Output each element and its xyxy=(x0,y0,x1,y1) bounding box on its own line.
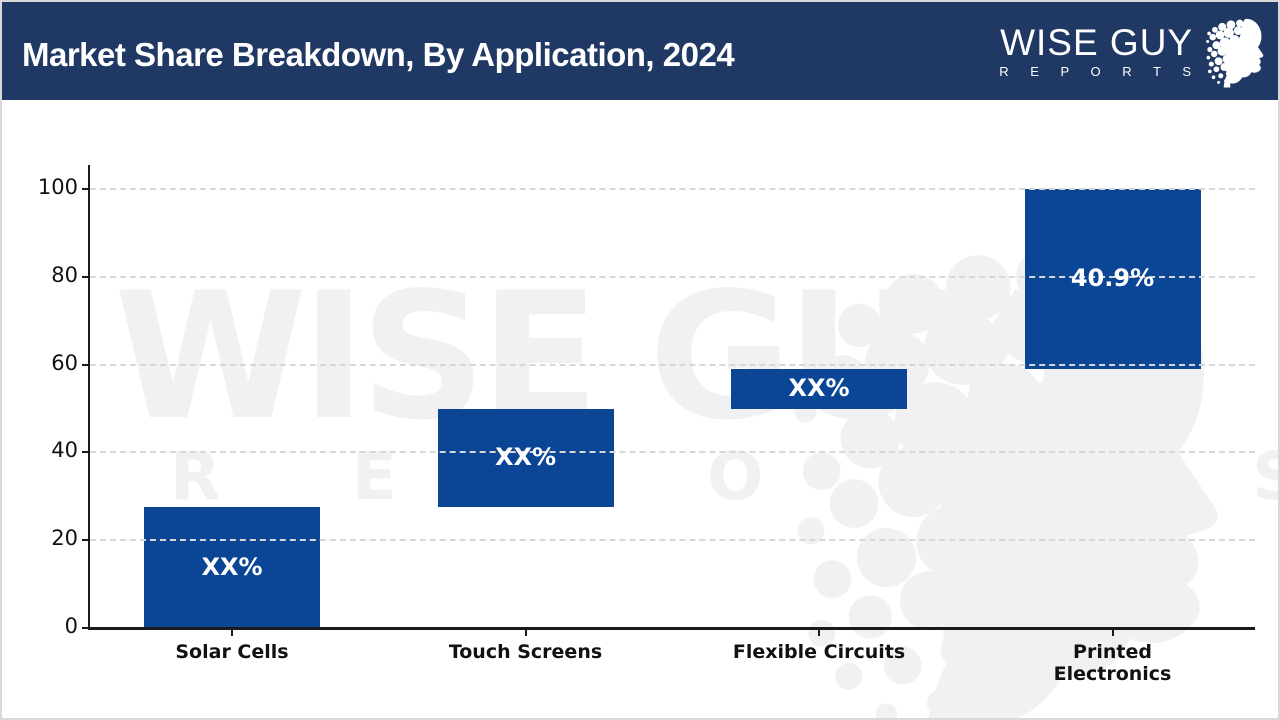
y-tick-40 xyxy=(82,451,89,454)
y-tick-label-20: 20 xyxy=(51,526,78,551)
y-tick-100 xyxy=(82,188,89,191)
y-tick-60 xyxy=(82,363,89,366)
y-tick-label-60: 60 xyxy=(51,350,78,375)
x-tick-0 xyxy=(231,630,233,636)
logo-text: WISE GUY R E P O R T S xyxy=(993,22,1200,80)
x-category-label: Flexible Circuits xyxy=(732,641,906,663)
y-tick-label-100: 100 xyxy=(37,175,78,200)
header-bar: Market Share Breakdown, By Application, … xyxy=(2,2,1278,100)
gridline-y-100 xyxy=(90,188,1255,191)
gridline-y-80 xyxy=(90,275,1255,278)
bar-solar-cells xyxy=(144,507,320,628)
y-tick-label-0: 0 xyxy=(64,614,78,638)
x-category-label: Printed Electronics xyxy=(1053,641,1172,685)
x-tick-3 xyxy=(1111,630,1114,636)
y-axis-spine xyxy=(88,165,90,630)
logo-head-icon xyxy=(1206,18,1264,88)
x-category-label: Touch Screens xyxy=(448,641,603,663)
logo-wordmark: WISE GUY xyxy=(1000,22,1194,63)
y-tick-label-80: 80 xyxy=(51,262,78,287)
gridline-y-60 xyxy=(90,363,1255,366)
x-tick-2 xyxy=(818,630,820,636)
wise-guy-reports-logo: WISE GUY R E P O R T S xyxy=(993,14,1266,88)
y-tick-20 xyxy=(82,539,89,542)
y-tick-label-40: 40 xyxy=(51,438,78,463)
chart-title: Market Share Breakdown, By Application, … xyxy=(22,36,735,73)
bar-flexible-circuits xyxy=(731,368,907,409)
logo-subtitle: R E P O R T S xyxy=(999,64,1200,79)
gridline-y-40 xyxy=(90,451,1255,454)
bar-touch-screens xyxy=(437,408,614,508)
y-tick-80 xyxy=(82,275,89,278)
bar-printed-electronics xyxy=(1024,189,1201,369)
y-tick-0 xyxy=(82,627,89,629)
gridline-y-20 xyxy=(90,539,1255,542)
x-category-label: Solar Cells xyxy=(175,641,289,663)
x-tick-1 xyxy=(524,630,527,636)
x-axis-spine xyxy=(88,627,1255,630)
